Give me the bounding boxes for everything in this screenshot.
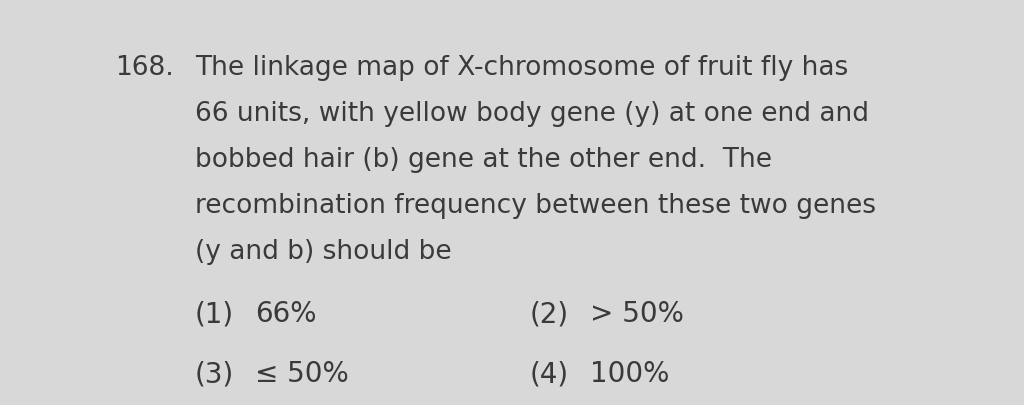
Text: The linkage map of X-chromosome of fruit fly has: The linkage map of X-chromosome of fruit… [195, 55, 848, 81]
Text: 100%: 100% [590, 360, 670, 388]
Text: bobbed hair (b) gene at the other end.  The: bobbed hair (b) gene at the other end. T… [195, 147, 772, 173]
Text: > 50%: > 50% [590, 300, 684, 328]
Text: (3): (3) [195, 360, 234, 388]
Text: 66%: 66% [255, 300, 316, 328]
Text: 168.: 168. [115, 55, 174, 81]
Text: (y and b) should be: (y and b) should be [195, 239, 452, 265]
Text: (2): (2) [530, 300, 569, 328]
Text: (4): (4) [530, 360, 569, 388]
Text: recombination frequency between these two genes: recombination frequency between these tw… [195, 193, 876, 219]
Text: ≤ 50%: ≤ 50% [255, 360, 349, 388]
Text: 66 units, with yellow body gene (y) at one end and: 66 units, with yellow body gene (y) at o… [195, 101, 869, 127]
Text: (1): (1) [195, 300, 234, 328]
